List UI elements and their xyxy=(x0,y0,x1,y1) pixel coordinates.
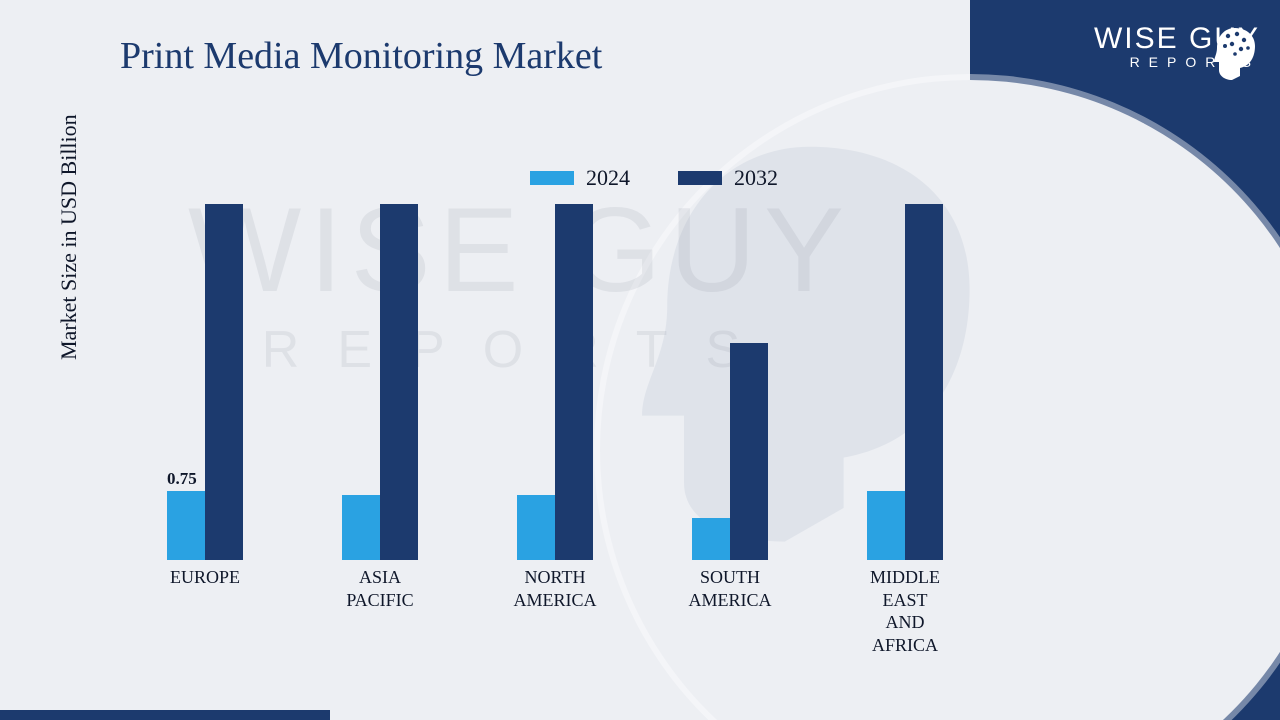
legend-label-2032: 2032 xyxy=(734,165,778,191)
bar-group: MIDDLE EAST AND AFRICA xyxy=(830,204,980,560)
legend-label-2024: 2024 xyxy=(586,165,630,191)
category-label: NORTH AMERICA xyxy=(513,566,596,611)
bar-2032 xyxy=(205,204,243,560)
bar-2024 xyxy=(692,518,730,560)
chart-title: Print Media Monitoring Market xyxy=(120,34,602,78)
category-label: MIDDLE EAST AND AFRICA xyxy=(870,566,940,656)
legend-item-2032: 2032 xyxy=(678,165,778,191)
brand-logo: WISE GUY REPORTS xyxy=(1094,22,1260,70)
y-axis-label: Market Size in USD Billion xyxy=(56,114,82,360)
bar-group: 0.75EUROPE xyxy=(130,204,280,560)
bar-group: ASIA PACIFIC xyxy=(305,204,455,560)
bar-2032 xyxy=(380,204,418,560)
bar-value-label: 0.75 xyxy=(167,469,197,489)
bar-2032 xyxy=(905,204,943,560)
bar-2024 xyxy=(867,491,905,560)
bar-group: NORTH AMERICA xyxy=(480,204,630,560)
bar-2024: 0.75 xyxy=(167,491,205,560)
legend: 2024 2032 xyxy=(530,165,778,191)
legend-item-2024: 2024 xyxy=(530,165,630,191)
bar-2032 xyxy=(730,343,768,560)
category-label: ASIA PACIFIC xyxy=(346,566,413,611)
bar-group: SOUTH AMERICA xyxy=(655,343,805,560)
bar-2032 xyxy=(555,204,593,560)
bar-2024 xyxy=(517,495,555,560)
legend-swatch-2024 xyxy=(530,171,574,185)
bar-2024 xyxy=(342,495,380,560)
category-label: EUROPE xyxy=(170,566,240,589)
category-label: SOUTH AMERICA xyxy=(688,566,771,611)
bar-chart: 0.75EUROPEASIA PACIFICNORTH AMERICASOUTH… xyxy=(110,190,950,560)
head-silhouette-icon xyxy=(1210,26,1260,82)
legend-swatch-2032 xyxy=(678,171,722,185)
footer-accent-bar xyxy=(0,710,330,720)
